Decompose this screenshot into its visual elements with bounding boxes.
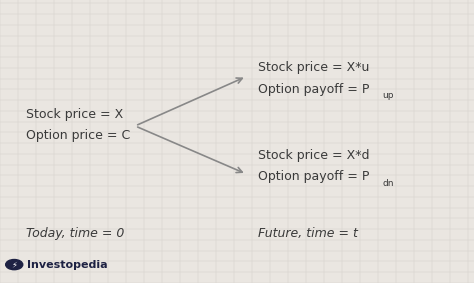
- Text: Future, time = t: Future, time = t: [258, 227, 358, 240]
- Text: Option payoff = P: Option payoff = P: [258, 170, 370, 183]
- Text: Today, time = 0: Today, time = 0: [26, 227, 125, 240]
- Text: dn: dn: [383, 179, 394, 188]
- Text: Stock price = X*d: Stock price = X*d: [258, 149, 370, 162]
- Text: Investopedia: Investopedia: [27, 260, 108, 270]
- Text: Option price = C: Option price = C: [26, 129, 130, 142]
- Text: Option payoff = P: Option payoff = P: [258, 83, 370, 96]
- Text: Stock price = X: Stock price = X: [26, 108, 123, 121]
- Text: ⚡: ⚡: [11, 260, 17, 269]
- Text: Stock price = X*u: Stock price = X*u: [258, 61, 370, 74]
- Circle shape: [6, 260, 23, 270]
- Text: up: up: [383, 91, 394, 100]
